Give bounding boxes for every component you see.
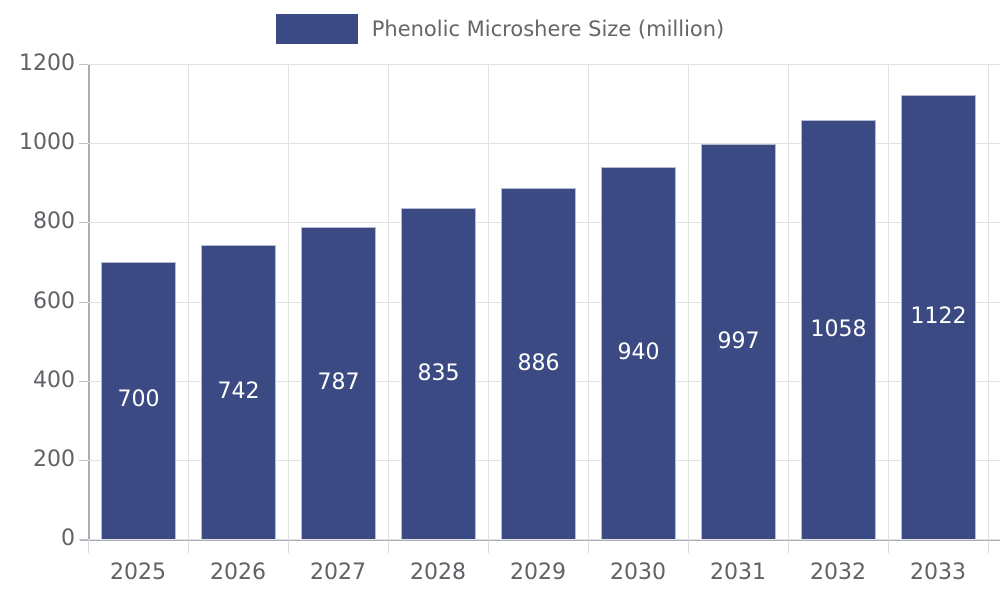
gridline-horizontal (88, 539, 1000, 540)
bar[interactable] (201, 245, 276, 539)
y-axis-tick (79, 301, 88, 303)
gridline-vertical (588, 64, 589, 539)
plot-area: 700 742 787 835 886 940 997 1058 1122 0 200 400 600… (19, 53, 1000, 584)
y-axis-tick (79, 222, 88, 224)
bar[interactable] (601, 166, 676, 539)
y-axis-tick (79, 64, 88, 65)
x-axis-tick-label: 2029 (510, 560, 566, 585)
gridline-vertical (288, 64, 289, 539)
bar[interactable] (401, 208, 476, 539)
bar[interactable] (301, 227, 376, 539)
chart-legend: Phenolic Microshere Size (million) (0, 0, 1000, 58)
x-axis-tick (688, 539, 689, 553)
bar[interactable] (101, 261, 176, 539)
y-axis-tick (79, 143, 88, 145)
x-axis-tick-label: 2030 (610, 560, 666, 585)
legend-swatch-icon (275, 14, 358, 44)
gridline-vertical (188, 64, 189, 539)
gridline-horizontal (88, 64, 1000, 65)
x-axis-tick-label: 2032 (810, 560, 866, 585)
x-axis-line (80, 539, 1000, 541)
x-axis-tick-label: 2033 (910, 560, 966, 585)
x-axis-tick-label: 2028 (410, 560, 466, 585)
y-axis-tick-label: 0 (61, 526, 75, 551)
x-axis-tick-label: 2027 (310, 560, 366, 585)
gridline-vertical (988, 64, 989, 539)
bar[interactable] (901, 94, 976, 539)
x-axis-tick-label: 2026 (210, 560, 266, 585)
x-axis-tick (188, 539, 189, 553)
x-axis-tick (888, 539, 889, 553)
x-axis-tick (88, 539, 89, 553)
legend-item-phenolic-microshere-size[interactable]: Phenolic Microshere Size (million) (275, 14, 725, 44)
bar[interactable] (801, 120, 876, 539)
legend-item-label: Phenolic Microshere Size (million) (371, 16, 725, 41)
y-axis-tick-label: 600 (33, 288, 75, 314)
x-axis-tick-label: 2031 (710, 560, 766, 585)
x-axis-tick (588, 539, 589, 553)
gridline-horizontal (88, 143, 1000, 145)
x-axis-tick (488, 539, 489, 553)
x-axis-tick-label: 2025 (110, 560, 166, 585)
bar[interactable] (701, 144, 776, 539)
x-axis-tick (288, 539, 289, 553)
y-axis-tick-label: 400 (33, 367, 75, 393)
gridline-vertical (488, 64, 489, 539)
gridline-vertical (688, 64, 689, 539)
y-axis-tick-label: 1000 (19, 130, 75, 156)
gridline-vertical (388, 64, 389, 539)
bar[interactable] (501, 188, 576, 539)
x-axis-tick (788, 539, 789, 553)
y-axis-tick-label: 1200 (19, 51, 75, 76)
x-axis-tick (388, 539, 389, 553)
y-axis-tick-label: 800 (33, 209, 75, 235)
x-axis-tick (988, 539, 989, 553)
y-axis-tick-label: 200 (33, 446, 75, 472)
gridline-vertical (888, 64, 889, 539)
y-axis-tick (79, 539, 88, 540)
y-axis-tick (79, 459, 88, 461)
gridline-vertical (788, 64, 789, 539)
y-axis-tick (79, 380, 88, 382)
